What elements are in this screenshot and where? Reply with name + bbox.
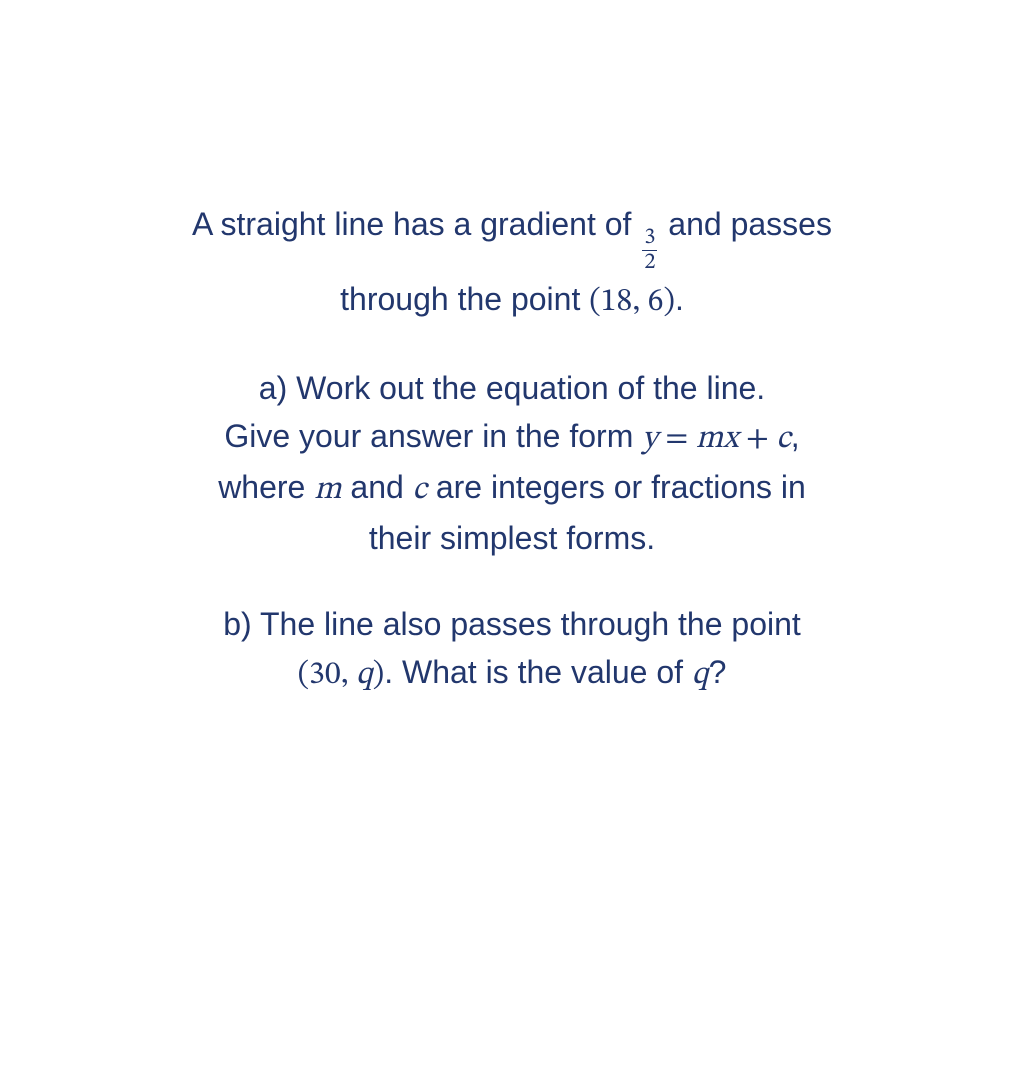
intro-line2-post: . bbox=[675, 281, 684, 317]
eq-x: x bbox=[723, 423, 738, 455]
intro-paragraph: A straight line has a gradient of 3 2 an… bbox=[192, 200, 832, 326]
var-c: c bbox=[413, 474, 427, 506]
part-a-line3-pre: where bbox=[218, 469, 314, 505]
point-close: ) bbox=[373, 659, 384, 691]
part-a-line-3: where m and c are integers or fractions … bbox=[218, 463, 806, 514]
math-question-page: A straight line has a gradient of 3 2 an… bbox=[0, 0, 1024, 1071]
fraction-denominator: 2 bbox=[642, 250, 657, 274]
intro-post: and passes bbox=[668, 206, 832, 242]
gradient-fraction: 3 2 bbox=[642, 227, 657, 275]
eq-y: y bbox=[642, 423, 657, 455]
fraction-numerator: 3 bbox=[642, 227, 657, 250]
intro-pre: A straight line has a gradient of bbox=[192, 206, 640, 242]
eq-equals: = bbox=[658, 423, 696, 455]
part-a-line-2: Give your answer in the form y = mx + c, bbox=[218, 412, 806, 463]
part-a-paragraph: a) Work out the equation of the line. Gi… bbox=[218, 364, 806, 562]
var-q-2: q bbox=[692, 659, 709, 691]
part-b-line2-mid: . What is the value of bbox=[384, 654, 692, 690]
intro-line-2: through the point (18, 6). bbox=[192, 275, 832, 326]
part-a-line3-mid: and bbox=[342, 469, 413, 505]
var-q-1: q bbox=[356, 659, 373, 691]
point-open: (30, bbox=[298, 659, 356, 691]
part-b-paragraph: b) The line also passes through the poin… bbox=[223, 600, 801, 699]
var-m: m bbox=[314, 474, 341, 506]
part-b-line2-post: ? bbox=[709, 654, 727, 690]
part-a-line-4: their simplest forms. bbox=[218, 514, 806, 562]
eq-c: c bbox=[777, 423, 791, 455]
intro-point: (18, 6) bbox=[589, 286, 675, 318]
intro-line-1: A straight line has a gradient of 3 2 an… bbox=[192, 200, 832, 275]
part-b-line-2: (30, q). What is the value of q? bbox=[223, 648, 801, 699]
intro-line2-pre: through the point bbox=[340, 281, 589, 317]
eq-m: m bbox=[696, 423, 723, 455]
part-a-line3-post: are integers or fractions in bbox=[427, 469, 806, 505]
eq-plus: + bbox=[738, 423, 776, 455]
point-30-q: (30, q) bbox=[298, 659, 385, 691]
part-a-line2-post: , bbox=[791, 418, 800, 454]
part-a-line2-pre: Give your answer in the form bbox=[224, 418, 642, 454]
part-a-line-1: a) Work out the equation of the line. bbox=[218, 364, 806, 412]
part-b-line-1: b) The line also passes through the poin… bbox=[223, 600, 801, 648]
equation-y-mx-c: y = mx + c bbox=[642, 423, 791, 455]
